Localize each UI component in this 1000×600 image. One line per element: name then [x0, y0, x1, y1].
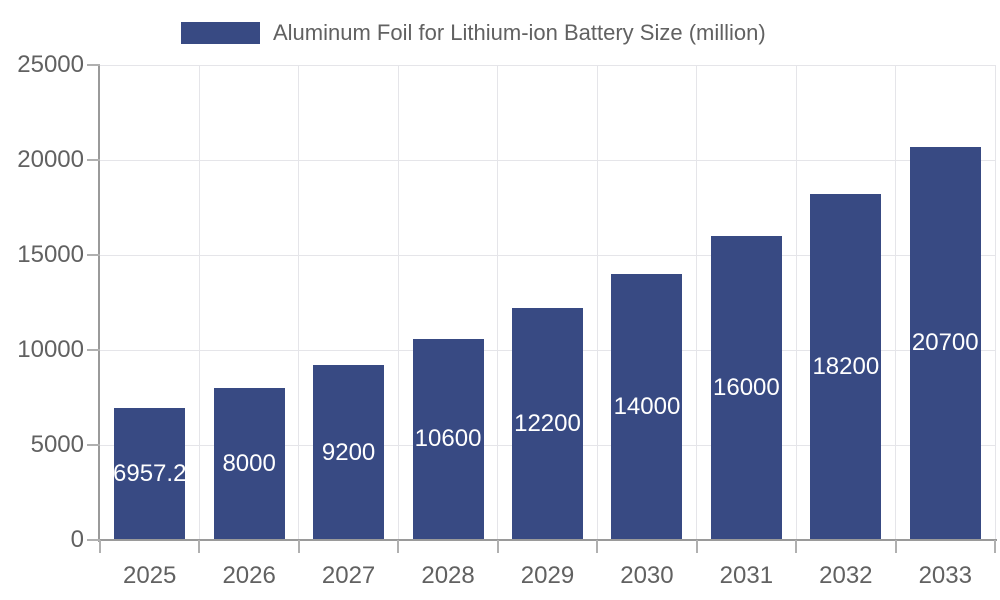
x-tick-6 [695, 540, 698, 553]
bar-value-label-2030: 14000 [613, 393, 681, 420]
v-gridline-1 [198, 65, 200, 540]
bar-2026[interactable] [213, 388, 285, 540]
bar-2031[interactable] [710, 236, 782, 540]
legend-item[interactable]: Aluminum Foil for Lithium-ion Battery Si… [181, 20, 766, 46]
y-tick-25000 [87, 64, 100, 66]
v-gridline-2 [298, 65, 300, 540]
v-gridline-4 [497, 65, 499, 540]
bar-value-label-2032: 18200 [812, 353, 880, 381]
bar-2027[interactable] [313, 365, 385, 540]
bar-value-label-2027: 9200 [321, 438, 376, 466]
x-tick-8 [894, 540, 897, 553]
y-tick-label-10000: 10000 [17, 336, 84, 363]
bar-2033[interactable] [909, 146, 981, 540]
legend-label: Aluminum Foil for Lithium-ion Battery Si… [273, 20, 766, 45]
bar-value-label-2033: 20700 [911, 329, 979, 357]
bar-2029[interactable] [512, 308, 583, 540]
bar-2025[interactable] [114, 407, 186, 540]
v-gridline-3 [397, 65, 399, 540]
y-tick-20000 [87, 159, 100, 161]
y-tick-label-15000: 15000 [17, 241, 84, 268]
bar-2028[interactable] [412, 338, 484, 540]
x-tick-label-2025: 2025 [123, 562, 177, 589]
x-tick-label-2031: 2031 [719, 562, 774, 589]
x-tick-label-2032: 2032 [819, 562, 873, 589]
x-tick-label-2033: 2033 [918, 562, 972, 589]
y-tick-label-20000: 20000 [17, 146, 84, 173]
x-tick-5 [596, 540, 599, 553]
y-tick-0 [87, 539, 100, 541]
y-tick-label-5000: 5000 [30, 431, 84, 458]
y-tick-label-0: 0 [70, 526, 84, 553]
v-gridline-9 [994, 65, 996, 540]
x-tick-4 [496, 540, 499, 553]
bar-value-label-2025: 6957.2 [113, 459, 187, 487]
x-tick-label-2030: 2030 [620, 562, 674, 589]
x-tick-label-2029: 2029 [520, 562, 575, 589]
h-gridline-15000 [100, 254, 995, 256]
bar-value-label-2029: 12200 [514, 410, 581, 438]
h-gridline-25000 [100, 64, 995, 66]
x-tick-9 [994, 540, 996, 553]
x-tick-label-2028: 2028 [421, 562, 475, 589]
y-tick-15000 [87, 254, 100, 256]
x-tick-label-2027: 2027 [321, 562, 376, 589]
x-tick-1 [198, 540, 201, 553]
x-axis-line [98, 539, 997, 541]
h-gridline-20000 [100, 159, 995, 161]
y-axis-line [98, 65, 100, 542]
y-tick-10000 [87, 349, 100, 351]
x-tick-7 [795, 540, 798, 553]
v-gridline-7 [795, 65, 797, 540]
x-tick-label-2026: 2026 [222, 562, 276, 589]
v-gridline-8 [895, 65, 897, 540]
bar-value-label-2031: 16000 [713, 374, 780, 401]
bar-value-label-2026: 8000 [222, 450, 276, 477]
x-tick-3 [397, 540, 400, 553]
bar-value-label-2028: 10600 [414, 425, 482, 453]
y-tick-label-25000: 25000 [17, 51, 84, 78]
bar-2030[interactable] [611, 274, 683, 540]
bar-2032[interactable] [810, 194, 882, 540]
y-tick-5000 [87, 444, 100, 446]
x-tick-0 [99, 540, 101, 553]
v-gridline-6 [696, 65, 698, 540]
x-tick-2 [297, 540, 300, 553]
legend-swatch [181, 22, 260, 44]
v-gridline-5 [596, 65, 598, 540]
